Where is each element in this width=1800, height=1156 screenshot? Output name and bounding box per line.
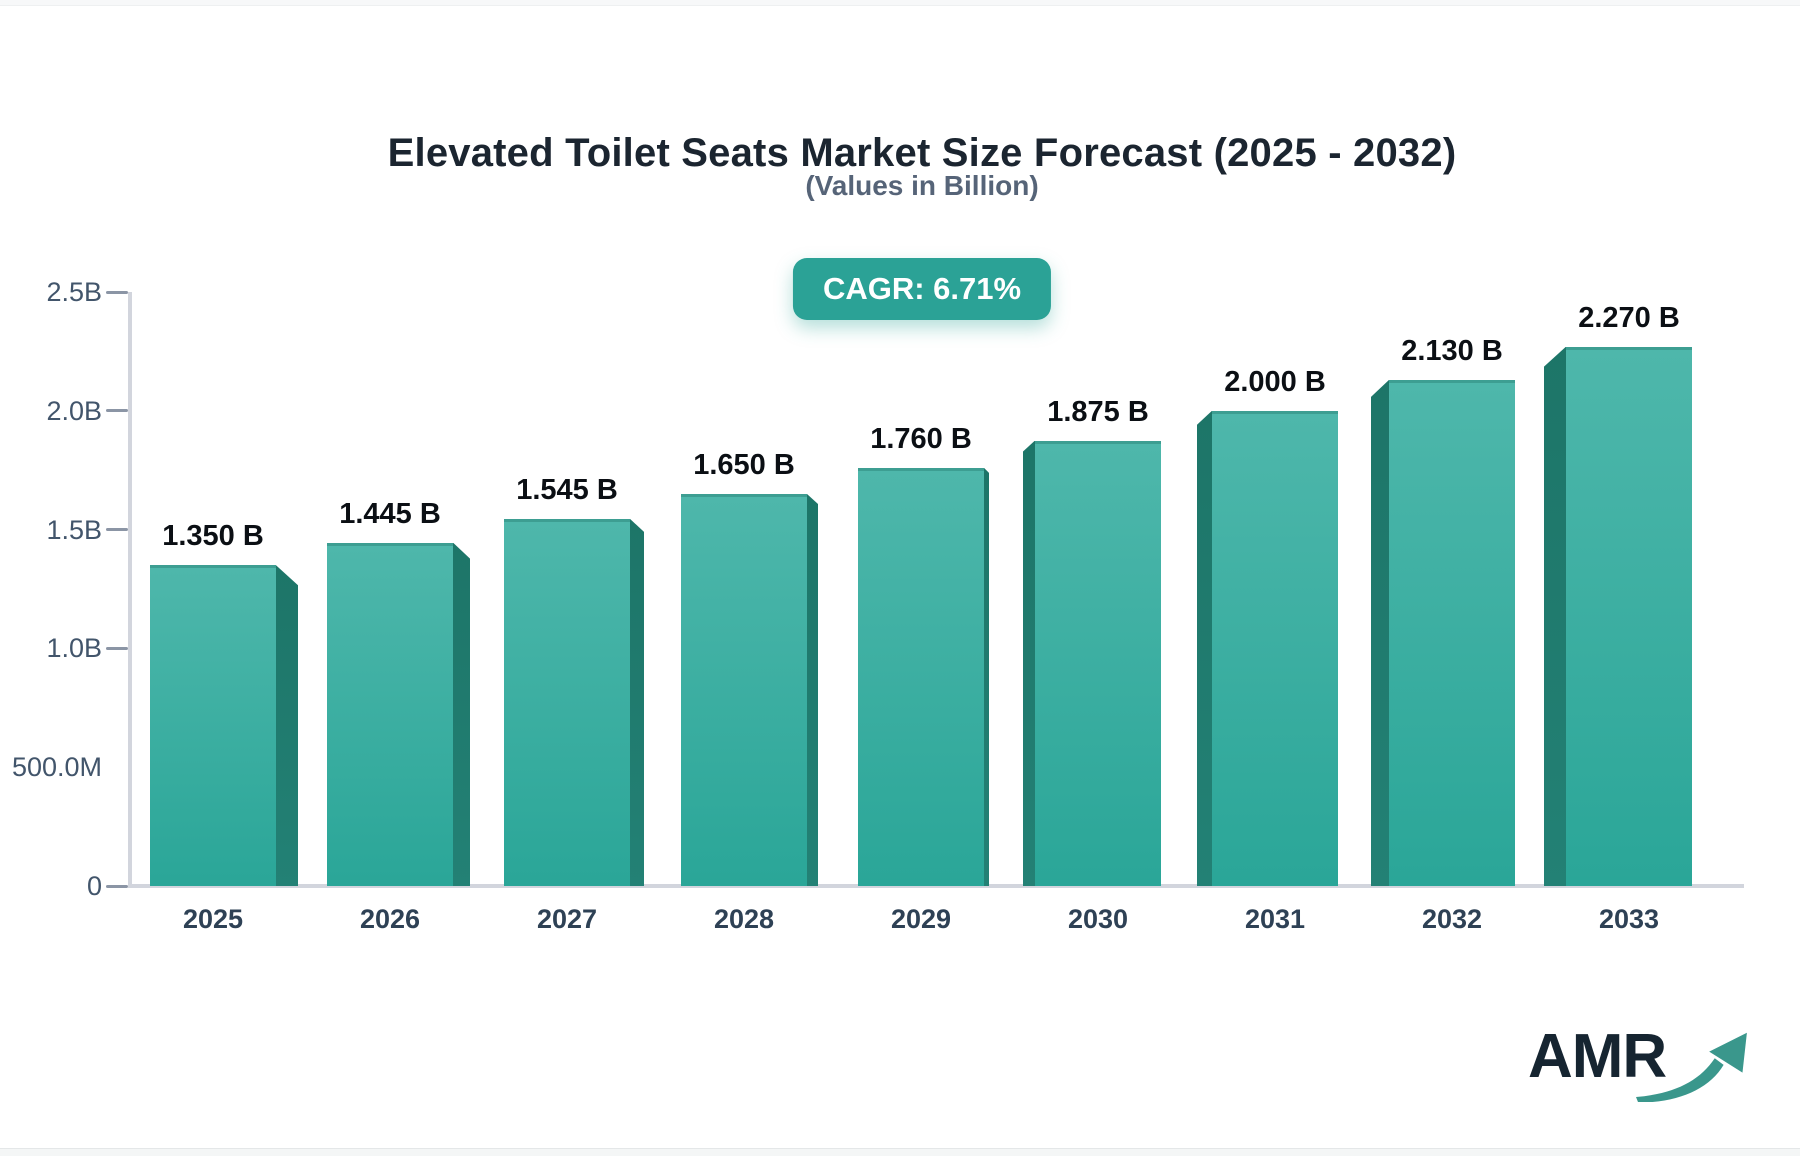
bar-2033	[1566, 346, 1692, 886]
bar-side-2031	[1197, 410, 1212, 886]
bar-value-label: 1.875 B	[1047, 395, 1149, 428]
chart-subtitle: (Values in Billion)	[805, 170, 1039, 201]
y-axis-tick-label: 2.5B	[46, 277, 102, 307]
y-axis-tick-label: 1.0B	[46, 633, 102, 664]
bar-side-2027	[630, 518, 644, 886]
amr-logo: AMR	[1528, 1026, 1778, 1116]
chart-title: Elevated Toilet Seats Market Size Foreca…	[387, 130, 1457, 175]
bar-value-label: 2.000 B	[1224, 365, 1326, 398]
bar-side-2026	[453, 542, 470, 886]
bar-2030	[1035, 440, 1161, 886]
bar-2026	[327, 542, 453, 886]
y-axis-tick-mark	[106, 884, 128, 888]
bar-value-label: 1.760 B	[870, 422, 972, 455]
y-axis-tick-mark	[106, 528, 128, 532]
x-axis-label-2032: 2032	[1421, 904, 1483, 934]
y-axis-tick-label: 2.0B	[46, 395, 102, 426]
bar-value-label: 1.650 B	[693, 448, 795, 481]
x-axis-line	[128, 884, 1744, 888]
bar-2031	[1212, 410, 1338, 886]
bar-value-label: 1.545 B	[516, 473, 618, 506]
y-axis-tick-mark	[106, 409, 128, 413]
x-axis-label-2031: 2031	[1244, 904, 1306, 934]
x-axis-label-2026: 2026	[359, 904, 421, 934]
bar-2028	[681, 493, 807, 886]
x-axis-label-2029: 2029	[890, 904, 952, 934]
x-axis-label-2027: 2027	[536, 904, 598, 934]
growth-arrow-icon	[1636, 1032, 1747, 1102]
bar-side-2028	[807, 493, 818, 886]
bar-2027	[504, 518, 630, 886]
bar-2025	[150, 565, 276, 886]
y-axis-tick-mark	[106, 646, 128, 650]
bar-2029	[858, 467, 984, 886]
cagr-badge: CAGR: 6.71%	[792, 258, 1052, 320]
bar-value-label: 1.350 B	[162, 520, 264, 553]
y-axis-line	[128, 292, 132, 886]
x-axis-label-2028: 2028	[713, 904, 775, 934]
y-axis-tick-label: 0	[86, 871, 102, 901]
bar-side-2033	[1544, 346, 1566, 886]
bar-value-label: 1.445 B	[339, 497, 441, 530]
bar-side-2032	[1371, 379, 1389, 886]
page-top-border	[0, 0, 1800, 6]
bar-side-2030	[1023, 440, 1035, 886]
bar-2032	[1389, 379, 1515, 886]
bar-side-2029	[984, 467, 989, 886]
y-axis-tick-label: 1.5B	[46, 514, 102, 545]
amr-logo-text: AMR	[1528, 1022, 1667, 1091]
x-axis-label-2030: 2030	[1067, 904, 1129, 934]
x-axis-label-2025: 2025	[182, 904, 244, 934]
y-axis-tick-mark	[106, 290, 128, 294]
bar-side-2025	[276, 565, 298, 886]
page-bottom-border	[0, 1148, 1800, 1156]
y-axis-tick-label: 500.0M	[11, 752, 102, 783]
bar-value-label: 2.270 B	[1578, 301, 1680, 334]
bar-value-label: 2.130 B	[1401, 334, 1503, 367]
x-axis-label-2033: 2033	[1598, 904, 1660, 934]
